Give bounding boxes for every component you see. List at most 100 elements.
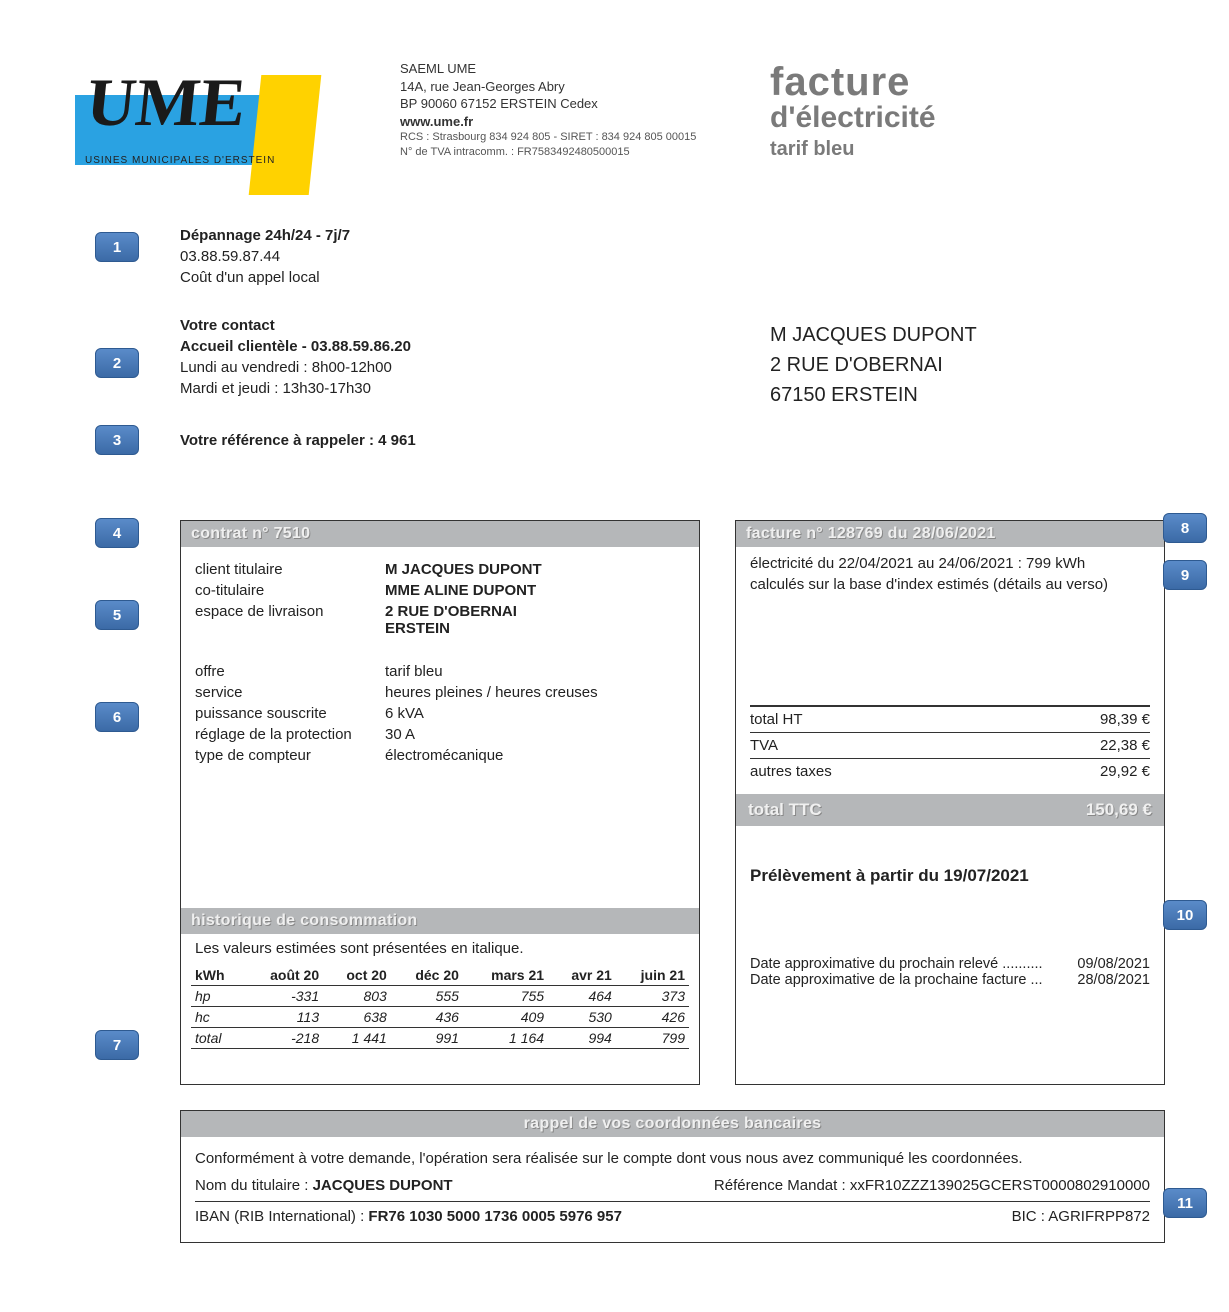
invoice-title: facture d'électricité tarif bleu bbox=[770, 62, 936, 161]
company-addr1: 14A, rue Jean-Georges Abry bbox=[400, 78, 696, 96]
annotation-tag-2: 2 bbox=[95, 348, 139, 378]
total-label: autres taxes bbox=[750, 763, 832, 780]
ttc-value: 150,69 € bbox=[1086, 800, 1152, 820]
total-value: 22,38 € bbox=[1100, 737, 1150, 754]
mandate-label: Référence Mandat : bbox=[714, 1177, 846, 1194]
prot-label: réglage de la protection bbox=[195, 726, 385, 743]
customer-addr1: 2 RUE D'OBERNAI bbox=[770, 350, 977, 380]
depannage-phone: 03.88.59.87.44 bbox=[180, 246, 350, 267]
cell: 991 bbox=[391, 1028, 463, 1049]
customer-address: M JACQUES DUPONT 2 RUE D'OBERNAI 67150 E… bbox=[770, 320, 977, 410]
cell: -218 bbox=[243, 1028, 323, 1049]
next-dates: Date approximative du prochain relevé ..… bbox=[750, 956, 1150, 988]
annotation-tag-10: 10 bbox=[1163, 900, 1207, 930]
bic-label: BIC : bbox=[1012, 1208, 1045, 1225]
cons-unit: kWh bbox=[191, 965, 243, 986]
cell: 638 bbox=[323, 1007, 391, 1028]
company-tva: N° de TVA intracomm. : FR758349248050001… bbox=[400, 145, 696, 160]
row-label: hp bbox=[191, 986, 243, 1007]
cons-col: oct 20 bbox=[323, 965, 391, 986]
iban-label: IBAN (RIB International) : bbox=[195, 1208, 364, 1225]
annotation-tag-11: 11 bbox=[1163, 1188, 1207, 1218]
deliv-line2: ERSTEIN bbox=[385, 620, 450, 637]
logo-subtitle: USINES MUNICIPALES D'ERSTEIN bbox=[85, 155, 275, 166]
invoice-summary2: calculés sur la base d'index estimés (dé… bbox=[750, 574, 1150, 595]
client-value: M JACQUES DUPONT bbox=[385, 561, 542, 578]
cell: 799 bbox=[616, 1028, 689, 1049]
co-label: co-titulaire bbox=[195, 582, 385, 599]
contact-hours1: Lundi au vendredi : 8h00-12h00 bbox=[180, 357, 411, 378]
cell: -331 bbox=[243, 986, 323, 1007]
offer-value: tarif bleu bbox=[385, 663, 443, 680]
annotation-tag-1: 1 bbox=[95, 232, 139, 262]
company-address: SAEML UME 14A, rue Jean-Georges Abry BP … bbox=[400, 60, 696, 160]
annotation-tag-8: 8 bbox=[1163, 513, 1207, 543]
power-label: puissance souscrite bbox=[195, 705, 385, 722]
company-website: www.ume.fr bbox=[400, 113, 696, 131]
total-line: total HT98,39 € bbox=[750, 705, 1150, 732]
cell: 1 164 bbox=[463, 1028, 548, 1049]
title-line1: facture bbox=[770, 62, 936, 102]
ttc-label: total TTC bbox=[748, 800, 822, 820]
logo: UME USINES MUNICIPALES D'ERSTEIN bbox=[55, 45, 335, 195]
cell: 426 bbox=[616, 1007, 689, 1028]
service-label: service bbox=[195, 684, 385, 701]
customer-addr2: 67150 ERSTEIN bbox=[770, 380, 977, 410]
contact-block: Votre contact Accueil clientèle - 03.88.… bbox=[180, 315, 411, 399]
contract-header: contrat n° 7510 bbox=[181, 521, 699, 547]
total-value: 29,92 € bbox=[1100, 763, 1150, 780]
invoice-header: facture n° 128769 du 28/06/2021 bbox=[736, 521, 1164, 547]
reference-label: Votre référence à rappeler : bbox=[180, 432, 374, 449]
title-line2: d'électricité bbox=[770, 102, 936, 134]
co-value: MME ALINE DUPONT bbox=[385, 582, 536, 599]
iban-value: FR76 1030 5000 1736 0005 5976 957 bbox=[368, 1208, 622, 1225]
annotation-tag-4: 4 bbox=[95, 518, 139, 548]
row-label: total bbox=[191, 1028, 243, 1049]
cell: 1 441 bbox=[323, 1028, 391, 1049]
cell: 113 bbox=[243, 1007, 323, 1028]
history-header: historique de consommation bbox=[181, 908, 699, 934]
reference-value: 4 961 bbox=[378, 432, 416, 449]
cons-col: mars 21 bbox=[463, 965, 548, 986]
contact-title: Votre contact bbox=[180, 317, 275, 334]
annotation-tag-3: 3 bbox=[95, 425, 139, 455]
cons-col: avr 21 bbox=[548, 965, 616, 986]
date1-value: 09/08/2021 bbox=[1077, 956, 1150, 972]
mandate-value: xxFR10ZZZ139025GCERST0000802910000 bbox=[850, 1177, 1150, 1194]
contact-line: Accueil clientèle - 03.88.59.86.20 bbox=[180, 338, 411, 355]
table-row: hc113638436409530426 bbox=[191, 1007, 689, 1028]
prelevement: Prélèvement à partir du 19/07/2021 bbox=[750, 866, 1150, 886]
row-label: hc bbox=[191, 1007, 243, 1028]
cell: 755 bbox=[463, 986, 548, 1007]
cons-col: août 20 bbox=[243, 965, 323, 986]
consumption-table: kWhaoût 20oct 20déc 20mars 21avr 21juin … bbox=[191, 965, 689, 1049]
company-addr2: BP 90060 67152 ERSTEIN Cedex bbox=[400, 95, 696, 113]
holder-label: Nom du titulaire : bbox=[195, 1177, 308, 1194]
reference-block: Votre référence à rappeler : 4 961 bbox=[180, 430, 416, 451]
bank-intro: Conformément à votre demande, l'opératio… bbox=[195, 1147, 1150, 1171]
total-line: autres taxes 29,92 € bbox=[750, 758, 1150, 784]
annotation-tag-9: 9 bbox=[1163, 560, 1207, 590]
contact-hours2: Mardi et jeudi : 13h30-17h30 bbox=[180, 378, 411, 399]
table-row: hp-331803555755464373 bbox=[191, 986, 689, 1007]
cell: 436 bbox=[391, 1007, 463, 1028]
date2-label: Date approximative de la prochaine factu… bbox=[750, 972, 1043, 988]
depannage-title: Dépannage 24h/24 - 7j/7 bbox=[180, 227, 350, 244]
cell: 464 bbox=[548, 986, 616, 1007]
annotation-tag-7: 7 bbox=[95, 1030, 139, 1060]
depannage-block: Dépannage 24h/24 - 7j/7 03.88.59.87.44 C… bbox=[180, 225, 350, 288]
cell: 409 bbox=[463, 1007, 548, 1028]
service-value: heures pleines / heures creuses bbox=[385, 684, 598, 701]
cons-col: juin 21 bbox=[616, 965, 689, 986]
deliv-line1: 2 RUE D'OBERNAI bbox=[385, 603, 517, 620]
depannage-note: Coût d'un appel local bbox=[180, 267, 350, 288]
totals-block: total HT98,39 €TVA22,38 €autres taxes29,… bbox=[750, 705, 1150, 784]
cell: 803 bbox=[323, 986, 391, 1007]
meter-value: électromécanique bbox=[385, 747, 503, 764]
meter-label: type de compteur bbox=[195, 747, 385, 764]
cell: 994 bbox=[548, 1028, 616, 1049]
invoice-panel: facture n° 128769 du 28/06/2021 électric… bbox=[735, 520, 1165, 1085]
cell: 555 bbox=[391, 986, 463, 1007]
contract-panel: contrat n° 7510 client titulaireM JACQUE… bbox=[180, 520, 700, 1085]
table-row: total-2181 4419911 164994799 bbox=[191, 1028, 689, 1049]
